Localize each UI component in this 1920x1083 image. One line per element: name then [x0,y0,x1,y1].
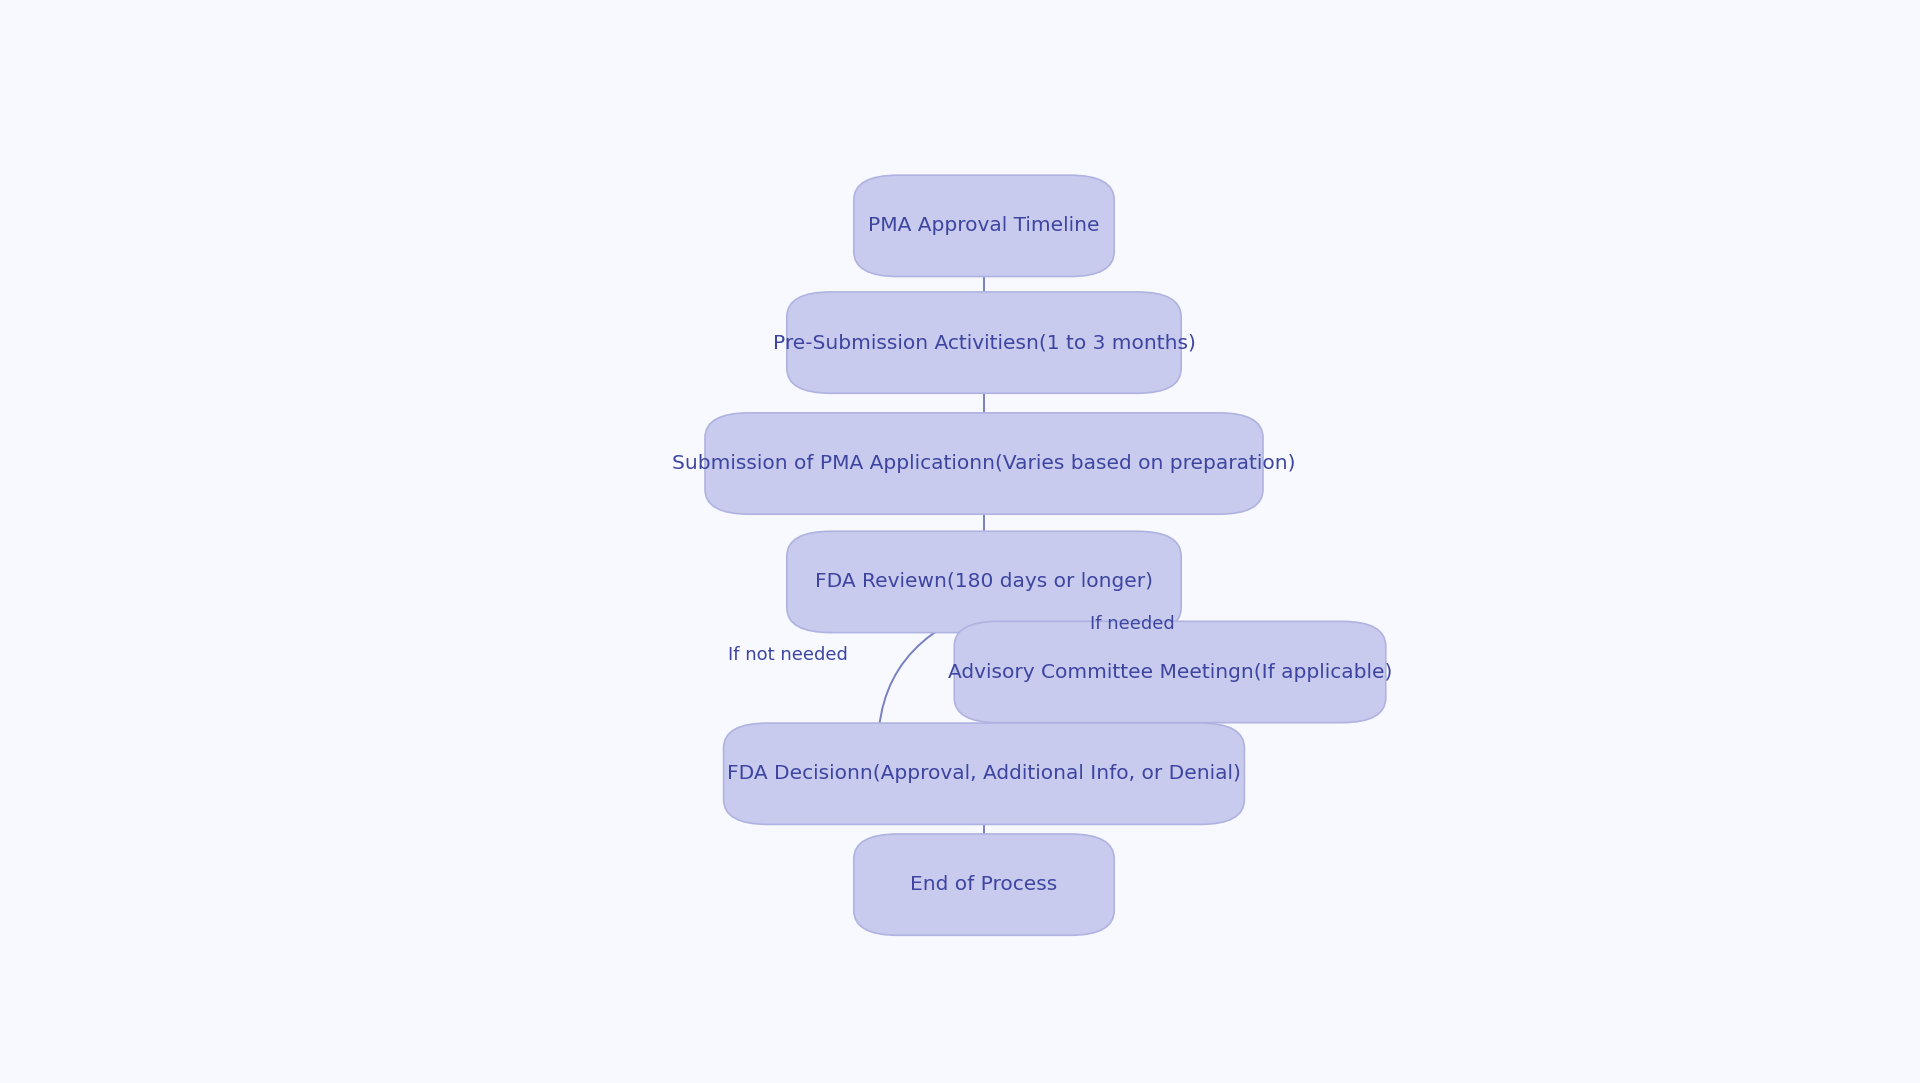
FancyBboxPatch shape [954,622,1386,722]
Text: PMA Approval Timeline: PMA Approval Timeline [868,217,1100,235]
Text: Submission of PMA Applicationn(Varies based on preparation): Submission of PMA Applicationn(Varies ba… [672,454,1296,473]
FancyBboxPatch shape [787,292,1181,393]
Text: Pre-Submission Activitiesn(1 to 3 months): Pre-Submission Activitiesn(1 to 3 months… [772,334,1196,352]
Text: If not needed: If not needed [728,647,847,664]
FancyBboxPatch shape [787,532,1181,632]
Text: If needed: If needed [1091,615,1175,632]
FancyBboxPatch shape [854,834,1114,936]
Text: End of Process: End of Process [910,875,1058,895]
FancyBboxPatch shape [854,175,1114,276]
Text: Advisory Committee Meetingn(If applicable): Advisory Committee Meetingn(If applicabl… [948,663,1392,681]
FancyBboxPatch shape [705,413,1263,514]
Text: FDA Reviewn(180 days or longer): FDA Reviewn(180 days or longer) [814,573,1154,591]
Text: FDA Decisionn(Approval, Additional Info, or Denial): FDA Decisionn(Approval, Additional Info,… [728,765,1240,783]
FancyBboxPatch shape [724,723,1244,824]
